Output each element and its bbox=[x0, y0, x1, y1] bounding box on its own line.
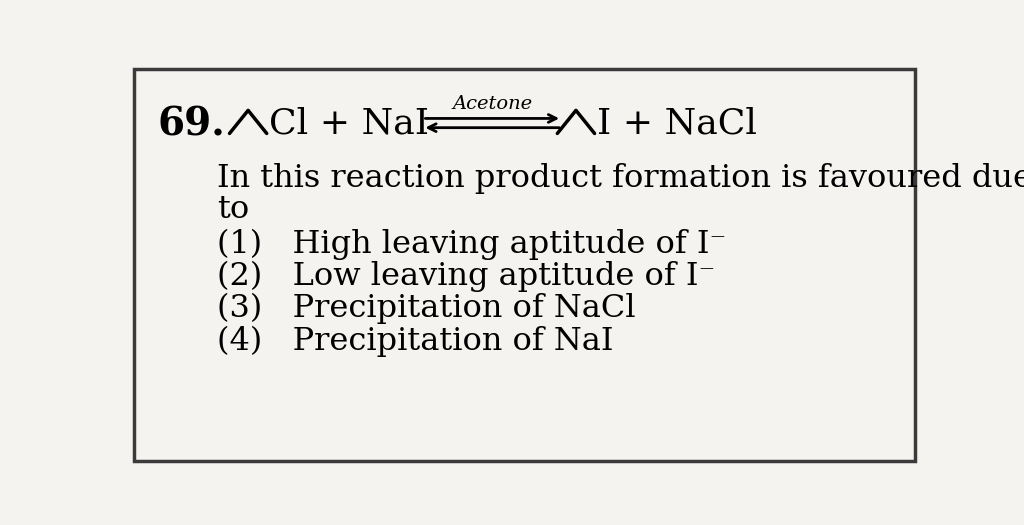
Text: Acetone: Acetone bbox=[453, 95, 532, 113]
Text: (4)   Precipitation of NaI: (4) Precipitation of NaI bbox=[217, 326, 613, 356]
Text: I + NaCl: I + NaCl bbox=[597, 106, 757, 140]
Text: (1)   High leaving aptitude of I⁻: (1) High leaving aptitude of I⁻ bbox=[217, 228, 726, 259]
Text: In this reaction product formation is favoured due: In this reaction product formation is fa… bbox=[217, 163, 1024, 194]
Text: to: to bbox=[217, 194, 250, 225]
Text: 69.: 69. bbox=[158, 106, 225, 144]
Text: (3)   Precipitation of NaCl: (3) Precipitation of NaCl bbox=[217, 293, 636, 324]
Text: Cl + NaI: Cl + NaI bbox=[269, 106, 429, 140]
Text: (2)   Low leaving aptitude of I⁻: (2) Low leaving aptitude of I⁻ bbox=[217, 261, 716, 292]
